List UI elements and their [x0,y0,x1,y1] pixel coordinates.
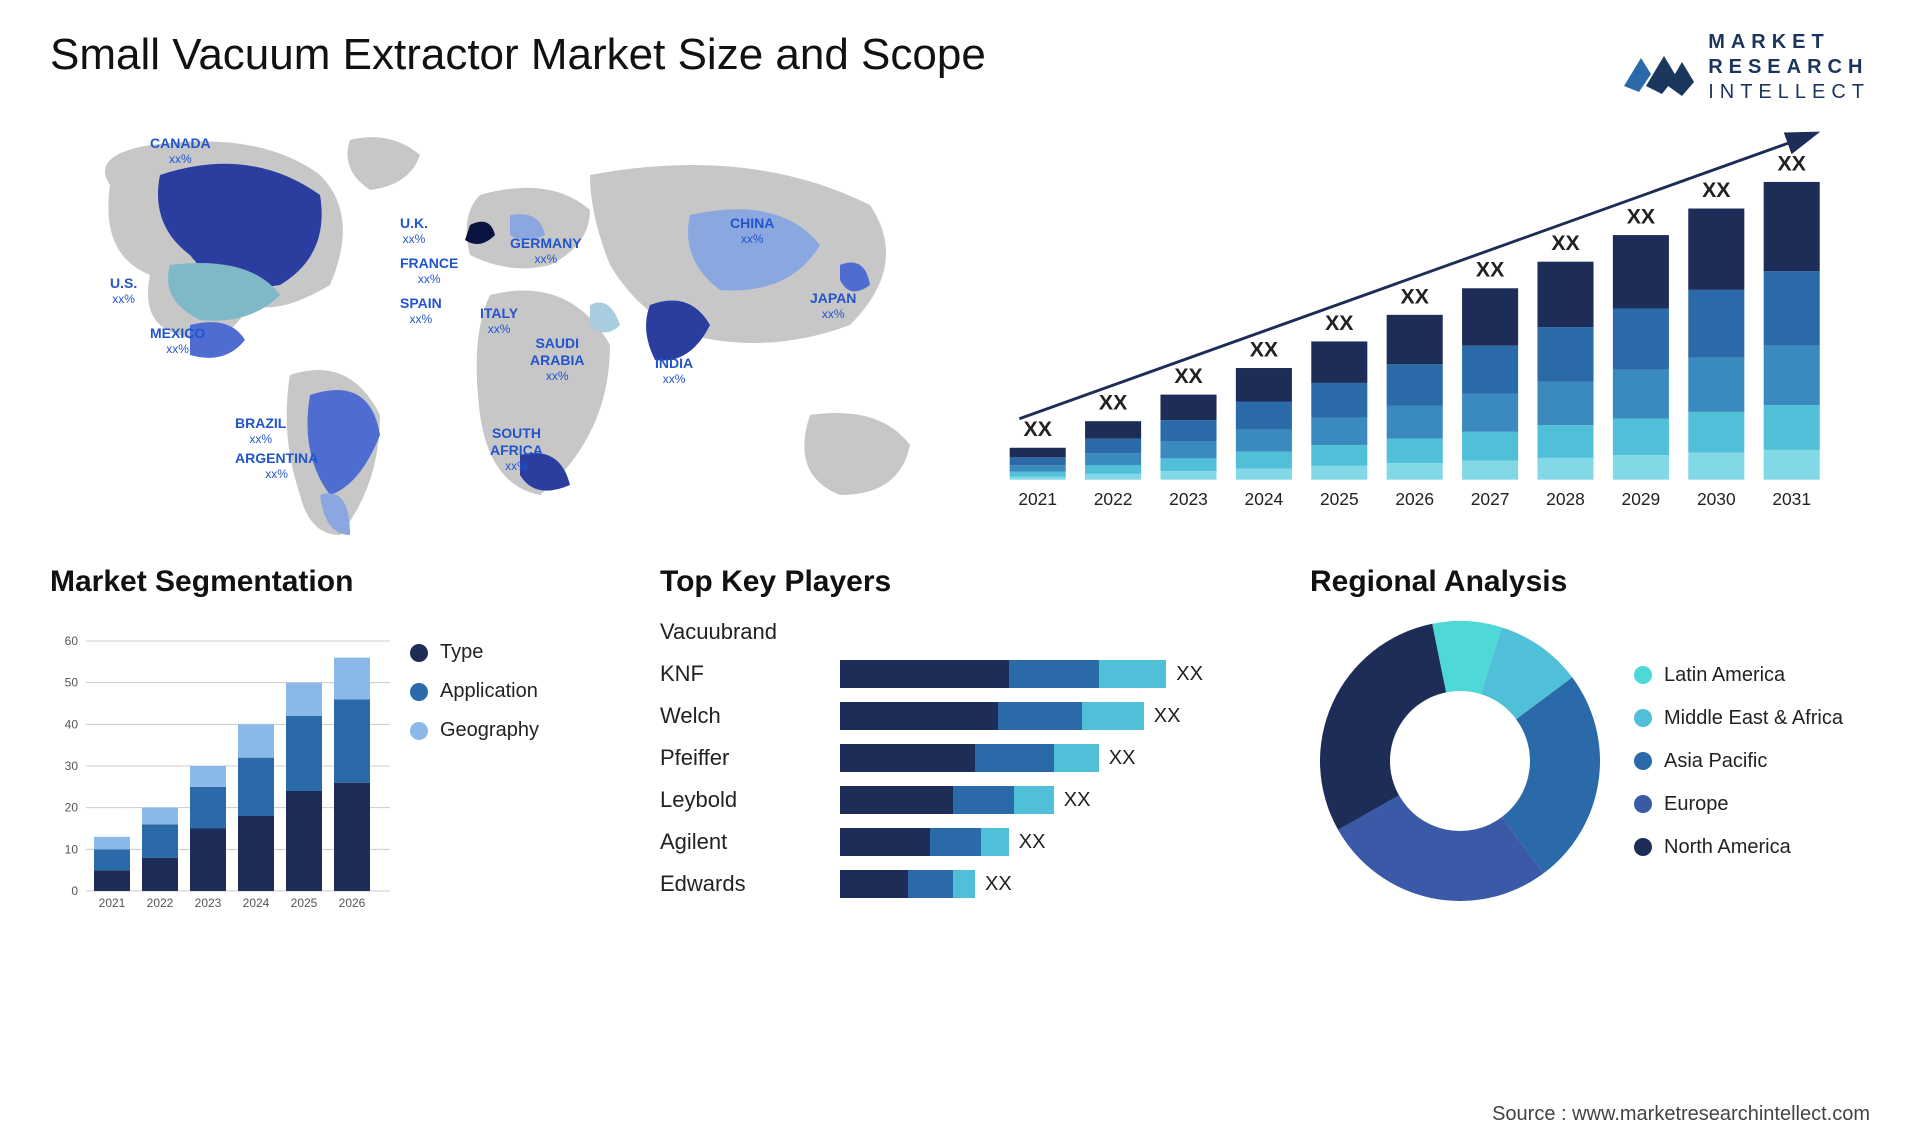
player-name: Agilent [660,821,820,863]
world-map-panel: CANADAxx% U.S.xx% MEXICOxx% BRAZILxx% ARGENT… [50,115,960,535]
player-name: Vacuubrand [660,611,820,653]
regional-legend: Latin America Middle East & Africa Asia Pa… [1634,664,1870,859]
svg-text:XX: XX [1099,391,1127,415]
svg-text:2028: 2028 [1546,489,1585,509]
svg-text:2026: 2026 [1395,489,1434,509]
svg-text:2031: 2031 [1772,489,1811,509]
svg-text:XX: XX [1024,417,1052,441]
player-bar-row: XX [840,737,1280,779]
legend-item: Middle East & Africa [1634,707,1870,730]
map-label: CANADAxx% [150,135,211,166]
legend-item: Latin America [1634,664,1870,687]
svg-text:30: 30 [65,759,79,773]
svg-text:2022: 2022 [147,896,174,910]
segmentation-legend: Type Application Geography [410,611,630,911]
regional-donut-chart [1310,611,1610,911]
svg-text:2025: 2025 [291,896,318,910]
player-bar-row: XX [840,779,1280,821]
svg-text:2023: 2023 [1169,489,1208,509]
map-label: JAPANxx% [810,290,856,321]
svg-text:2027: 2027 [1471,489,1510,509]
svg-text:20: 20 [65,801,79,815]
map-label: CHINAxx% [730,215,774,246]
player-bar-row: XX [840,821,1280,863]
map-label: U.K.xx% [400,215,428,246]
svg-text:XX: XX [1401,284,1429,308]
svg-text:2029: 2029 [1622,489,1661,509]
logo-line3: INTELLECT [1708,81,1870,103]
map-label: U.S.xx% [110,275,137,306]
svg-text:10: 10 [65,842,79,856]
brand-logo: MARKET RESEARCH INTELLECT [1624,30,1870,105]
legend-item: Type [410,641,630,664]
players-bar-chart: XXXXXXXXXXXX [840,611,1280,905]
svg-text:2024: 2024 [243,896,270,910]
legend-item: Geography [410,719,630,742]
svg-text:2021: 2021 [1018,489,1057,509]
player-name: Edwards [660,863,820,905]
legend-item: Europe [1634,793,1870,816]
svg-text:0: 0 [71,884,78,898]
map-label: SPAINxx% [400,295,442,326]
logo-line2: RESEARCH [1708,56,1868,78]
player-bar-row: XX [840,653,1280,695]
svg-text:40: 40 [65,717,79,731]
logo-line1: MARKET [1708,31,1830,53]
map-label: ARGENTINAxx% [235,450,318,481]
map-label: GERMANYxx% [510,235,582,266]
player-name: Leybold [660,779,820,821]
map-label: FRANCExx% [400,255,458,286]
player-bar-row: XX [840,863,1280,905]
svg-text:60: 60 [65,634,79,648]
player-bar-row [840,611,1280,653]
svg-text:XX: XX [1476,258,1504,282]
player-name: KNF [660,653,820,695]
map-label: ITALYxx% [480,305,518,336]
player-name: Welch [660,695,820,737]
growth-chart-panel: XX 2021 XX 2022 XX 2023 XX 2024 XX 2025 XX 2026 XX 20… [1000,115,1870,535]
svg-text:XX: XX [1627,205,1655,229]
svg-text:XX: XX [1325,311,1353,335]
svg-text:XX: XX [1250,337,1278,361]
map-label: SAUDIARABIAxx% [530,335,584,383]
svg-text:2030: 2030 [1697,489,1736,509]
svg-text:50: 50 [65,676,79,690]
svg-text:2024: 2024 [1245,489,1284,509]
player-bar-row: XX [840,695,1280,737]
legend-item: Asia Pacific [1634,750,1870,773]
svg-text:XX: XX [1551,231,1579,255]
regional-title: Regional Analysis [1310,565,1870,599]
svg-text:2023: 2023 [195,896,222,910]
growth-bar-chart: XX 2021 XX 2022 XX 2023 XX 2024 XX 2025 XX 2026 XX 20… [1000,115,1870,535]
legend-item: North America [1634,836,1870,859]
player-name: Pfeiffer [660,737,820,779]
map-label: INDIAxx% [655,355,693,386]
players-title: Top Key Players [660,565,1280,599]
segmentation-chart: 0 10 20 30 40 50 60 2021 2022 2023 2024 2025 2026 [50,611,390,911]
svg-text:2022: 2022 [1094,489,1133,509]
legend-item: Application [410,680,630,703]
map-label: SOUTHAFRICAxx% [490,425,543,473]
svg-text:2025: 2025 [1320,489,1359,509]
svg-text:2021: 2021 [99,896,126,910]
svg-text:XX: XX [1778,151,1806,175]
map-label: MEXICOxx% [150,325,205,356]
svg-text:XX: XX [1702,178,1730,202]
page-title: Small Vacuum Extractor Market Size and S… [50,30,986,80]
source-attribution: Source : www.marketresearchintellect.com [1492,1103,1870,1126]
players-labels: VacuubrandKNFWelchPfeifferLeyboldAgilent… [660,611,820,905]
map-label: BRAZILxx% [235,415,286,446]
svg-text:XX: XX [1174,364,1202,388]
segmentation-title: Market Segmentation [50,565,630,599]
svg-text:2026: 2026 [339,896,366,910]
